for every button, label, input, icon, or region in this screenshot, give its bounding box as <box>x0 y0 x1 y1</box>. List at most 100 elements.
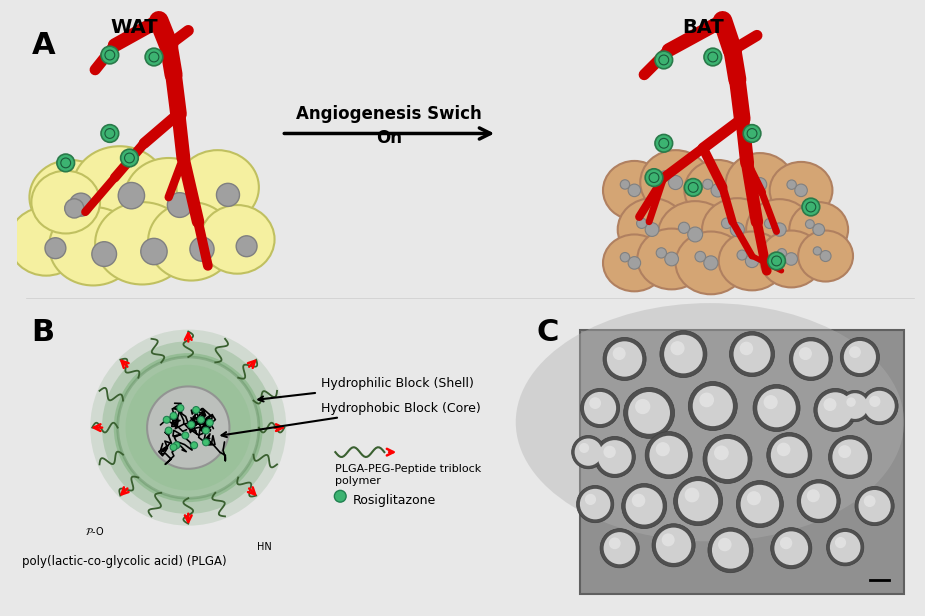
Circle shape <box>645 432 692 479</box>
Circle shape <box>141 238 167 265</box>
Circle shape <box>623 387 674 439</box>
Circle shape <box>576 485 614 523</box>
Circle shape <box>625 487 662 525</box>
Ellipse shape <box>637 229 706 290</box>
Circle shape <box>660 331 707 378</box>
Circle shape <box>703 434 752 484</box>
Circle shape <box>664 334 703 373</box>
Text: A: A <box>31 31 55 60</box>
Circle shape <box>806 220 814 229</box>
Circle shape <box>92 241 117 267</box>
Circle shape <box>645 169 663 187</box>
Circle shape <box>864 391 894 421</box>
Circle shape <box>655 51 672 69</box>
Circle shape <box>693 386 733 426</box>
Circle shape <box>91 330 287 525</box>
Circle shape <box>190 237 214 261</box>
Circle shape <box>768 252 785 270</box>
Circle shape <box>695 251 706 262</box>
Circle shape <box>188 421 194 428</box>
Circle shape <box>628 392 670 434</box>
Ellipse shape <box>684 160 751 221</box>
Circle shape <box>612 347 625 360</box>
Ellipse shape <box>798 230 853 282</box>
Circle shape <box>849 346 861 358</box>
Text: polymer: polymer <box>336 477 381 487</box>
Circle shape <box>65 199 84 218</box>
Circle shape <box>117 357 259 498</box>
Circle shape <box>678 222 689 233</box>
Ellipse shape <box>72 146 166 229</box>
Circle shape <box>839 391 870 422</box>
Ellipse shape <box>618 198 686 261</box>
Circle shape <box>840 338 880 376</box>
FancyBboxPatch shape <box>19 9 920 288</box>
Ellipse shape <box>516 303 904 541</box>
Circle shape <box>114 353 263 502</box>
Circle shape <box>795 184 808 197</box>
Circle shape <box>126 365 251 490</box>
Circle shape <box>753 384 800 432</box>
Circle shape <box>740 342 753 355</box>
Circle shape <box>589 397 601 409</box>
Circle shape <box>734 336 771 373</box>
Circle shape <box>858 490 891 522</box>
Circle shape <box>703 179 713 189</box>
Circle shape <box>621 180 630 189</box>
Ellipse shape <box>770 162 832 219</box>
Circle shape <box>704 256 718 270</box>
Text: B: B <box>31 318 55 347</box>
FancyBboxPatch shape <box>581 330 904 594</box>
Text: HN: HN <box>257 542 272 552</box>
Circle shape <box>730 331 774 376</box>
Circle shape <box>864 495 876 507</box>
Circle shape <box>656 248 667 258</box>
Circle shape <box>774 532 808 565</box>
Circle shape <box>173 442 180 448</box>
Circle shape <box>764 219 774 229</box>
Circle shape <box>861 387 898 424</box>
Text: Angiogenesis Swich: Angiogenesis Swich <box>296 105 482 123</box>
Circle shape <box>712 532 749 569</box>
Circle shape <box>600 529 639 568</box>
Circle shape <box>787 180 796 189</box>
Circle shape <box>661 533 674 546</box>
Circle shape <box>708 439 747 479</box>
Circle shape <box>737 250 747 260</box>
Circle shape <box>57 154 75 172</box>
Circle shape <box>635 399 650 414</box>
Circle shape <box>584 392 616 424</box>
Circle shape <box>579 443 589 453</box>
Circle shape <box>870 396 881 407</box>
Ellipse shape <box>603 235 666 291</box>
Circle shape <box>730 222 745 237</box>
Text: $\mathregular{\mathcal{P}}$-O: $\mathregular{\mathcal{P}}$-O <box>85 525 105 538</box>
Circle shape <box>628 257 641 269</box>
Circle shape <box>818 392 853 428</box>
Circle shape <box>236 236 257 257</box>
Text: poly(lactic-co-glycolic acid) (PLGA): poly(lactic-co-glycolic acid) (PLGA) <box>22 555 227 568</box>
Circle shape <box>855 487 894 525</box>
Circle shape <box>572 436 605 469</box>
Circle shape <box>827 529 864 566</box>
Circle shape <box>830 532 860 562</box>
Ellipse shape <box>49 207 137 285</box>
Circle shape <box>829 436 871 479</box>
Ellipse shape <box>658 201 733 268</box>
Text: On: On <box>376 129 402 147</box>
Circle shape <box>823 398 836 411</box>
Circle shape <box>838 445 851 458</box>
Circle shape <box>671 341 684 355</box>
Circle shape <box>632 493 646 507</box>
Circle shape <box>585 494 596 505</box>
Circle shape <box>164 416 170 423</box>
Circle shape <box>192 407 200 413</box>
Circle shape <box>594 437 635 477</box>
Circle shape <box>746 491 761 505</box>
Circle shape <box>797 480 840 523</box>
Circle shape <box>203 439 209 446</box>
Circle shape <box>777 443 791 456</box>
Circle shape <box>801 484 836 519</box>
Circle shape <box>813 224 824 235</box>
Circle shape <box>669 176 683 190</box>
